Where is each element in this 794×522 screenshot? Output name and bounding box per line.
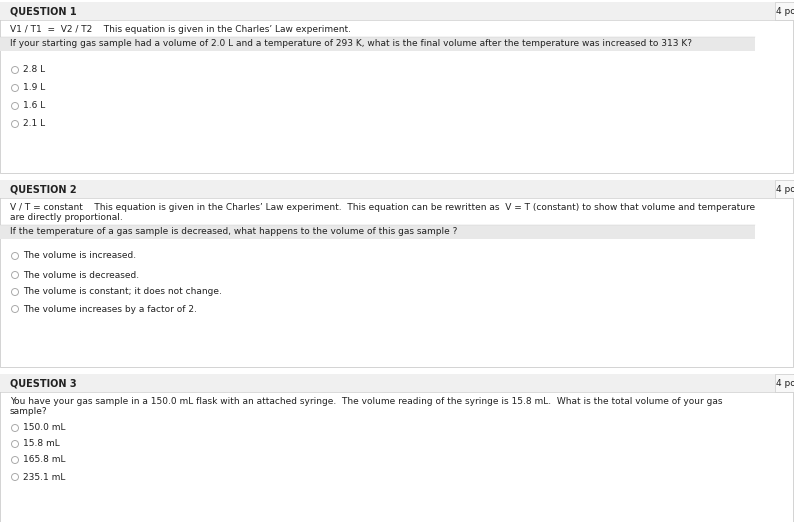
- FancyBboxPatch shape: [0, 374, 793, 392]
- Text: 150.0 mL: 150.0 mL: [23, 423, 65, 433]
- Text: sample?: sample?: [10, 408, 48, 417]
- Text: 165.8 mL: 165.8 mL: [23, 456, 65, 465]
- FancyBboxPatch shape: [0, 374, 793, 522]
- Text: You have your gas sample in a 150.0 mL flask with an attached syringe.  The volu: You have your gas sample in a 150.0 mL f…: [10, 397, 723, 406]
- Text: 15.8 mL: 15.8 mL: [23, 440, 60, 448]
- Text: QUESTION 1: QUESTION 1: [10, 6, 77, 16]
- Text: 1.6 L: 1.6 L: [23, 101, 45, 111]
- Text: 2.1 L: 2.1 L: [23, 120, 45, 128]
- Text: V1 / T1  =  V2 / T2    This equation is given in the Charles’ Law experiment.: V1 / T1 = V2 / T2 This equation is given…: [10, 25, 351, 33]
- FancyBboxPatch shape: [775, 2, 794, 20]
- FancyBboxPatch shape: [0, 2, 793, 173]
- Text: The volume is constant; it does not change.: The volume is constant; it does not chan…: [23, 288, 222, 296]
- FancyBboxPatch shape: [775, 180, 794, 198]
- Text: The volume increases by a factor of 2.: The volume increases by a factor of 2.: [23, 304, 197, 314]
- Text: 2.8 L: 2.8 L: [23, 65, 45, 75]
- Text: If the temperature of a gas sample is decreased, what happens to the volume of t: If the temperature of a gas sample is de…: [10, 228, 457, 236]
- Text: If your starting gas sample had a volume of 2.0 L and a temperature of 293 K, wh: If your starting gas sample had a volume…: [10, 40, 692, 49]
- Text: The volume is increased.: The volume is increased.: [23, 252, 136, 260]
- Text: QUESTION 3: QUESTION 3: [10, 378, 77, 388]
- FancyBboxPatch shape: [775, 374, 794, 392]
- FancyBboxPatch shape: [0, 225, 755, 239]
- Text: V / T = constant    This equation is given in the Charles’ Law experiment.  This: V / T = constant This equation is given …: [10, 203, 755, 211]
- FancyBboxPatch shape: [0, 2, 793, 20]
- FancyBboxPatch shape: [0, 37, 755, 51]
- Text: 1.9 L: 1.9 L: [23, 84, 45, 92]
- Text: The volume is decreased.: The volume is decreased.: [23, 270, 139, 279]
- Text: 4 po: 4 po: [776, 6, 794, 16]
- Text: QUESTION 2: QUESTION 2: [10, 184, 77, 194]
- Text: are directly proportional.: are directly proportional.: [10, 213, 123, 222]
- Text: 4 po: 4 po: [776, 184, 794, 194]
- FancyBboxPatch shape: [0, 180, 793, 198]
- Text: 4 po: 4 po: [776, 378, 794, 387]
- Text: 235.1 mL: 235.1 mL: [23, 472, 65, 481]
- FancyBboxPatch shape: [0, 180, 793, 367]
